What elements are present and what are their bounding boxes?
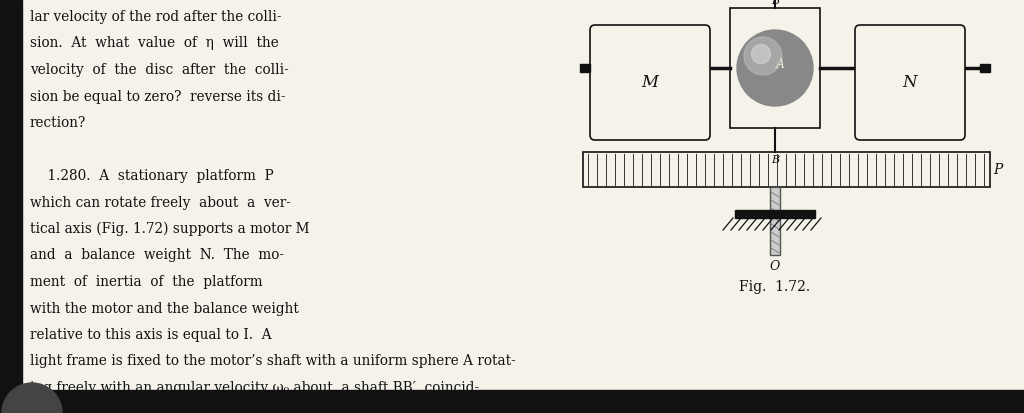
- Text: O: O: [770, 260, 780, 273]
- Bar: [980, 64, 990, 72]
- Text: ing with the axis OO′.  The moment  of  inertia of the sphere relative: ing with the axis OO′. The moment of ine…: [30, 408, 504, 413]
- Text: rection?: rection?: [30, 116, 86, 130]
- Text: Fig.  1.72.: Fig. 1.72.: [739, 280, 811, 294]
- Text: sion be equal to zero?  reverse its di-: sion be equal to zero? reverse its di-: [30, 90, 286, 104]
- Text: ing freely with an angular velocity ω₀ about  a shaft BB′  coincid-: ing freely with an angular velocity ω₀ a…: [30, 381, 479, 395]
- Text: light frame is fixed to the motor’s shaft with a uniform sphere A rotat-: light frame is fixed to the motor’s shaf…: [30, 354, 516, 368]
- Text: tical axis (Fig. 1.72) supports a motor M: tical axis (Fig. 1.72) supports a motor …: [30, 222, 309, 236]
- Text: P: P: [993, 162, 1002, 176]
- Bar: [583, 152, 990, 187]
- Text: which can rotate freely  about  a  ver-: which can rotate freely about a ver-: [30, 195, 291, 209]
- Text: M: M: [641, 74, 658, 91]
- Circle shape: [744, 37, 782, 75]
- Bar: [770, 187, 780, 255]
- Circle shape: [752, 45, 770, 64]
- Text: 1.280.  A  stationary  platform  P: 1.280. A stationary platform P: [30, 169, 273, 183]
- Text: sion.  At  what  value  of  η  will  the: sion. At what value of η will the: [30, 36, 279, 50]
- Text: relative to this axis is equal to I.  A: relative to this axis is equal to I. A: [30, 328, 271, 342]
- Bar: [735, 210, 815, 218]
- FancyBboxPatch shape: [590, 25, 710, 140]
- Text: lar velocity of the rod after the colli-: lar velocity of the rod after the colli-: [30, 10, 282, 24]
- Bar: [730, 8, 820, 128]
- Bar: [0, 390, 1024, 413]
- Circle shape: [2, 383, 62, 413]
- Text: with the motor and the balance weight: with the motor and the balance weight: [30, 301, 299, 316]
- Text: and  a  balance  weight  N.  The  mo-: and a balance weight N. The mo-: [30, 249, 284, 263]
- Bar: [580, 64, 590, 72]
- Text: ment  of  inertia  of  the  platform: ment of inertia of the platform: [30, 275, 262, 289]
- FancyBboxPatch shape: [855, 25, 965, 140]
- Text: B: B: [771, 0, 779, 6]
- Circle shape: [737, 30, 813, 106]
- Text: A: A: [775, 59, 784, 71]
- Text: velocity  of  the  disc  after  the  colli-: velocity of the disc after the colli-: [30, 63, 289, 77]
- Text: N: N: [903, 74, 918, 91]
- Bar: [0, 0, 22, 413]
- Text: B: B: [771, 155, 779, 165]
